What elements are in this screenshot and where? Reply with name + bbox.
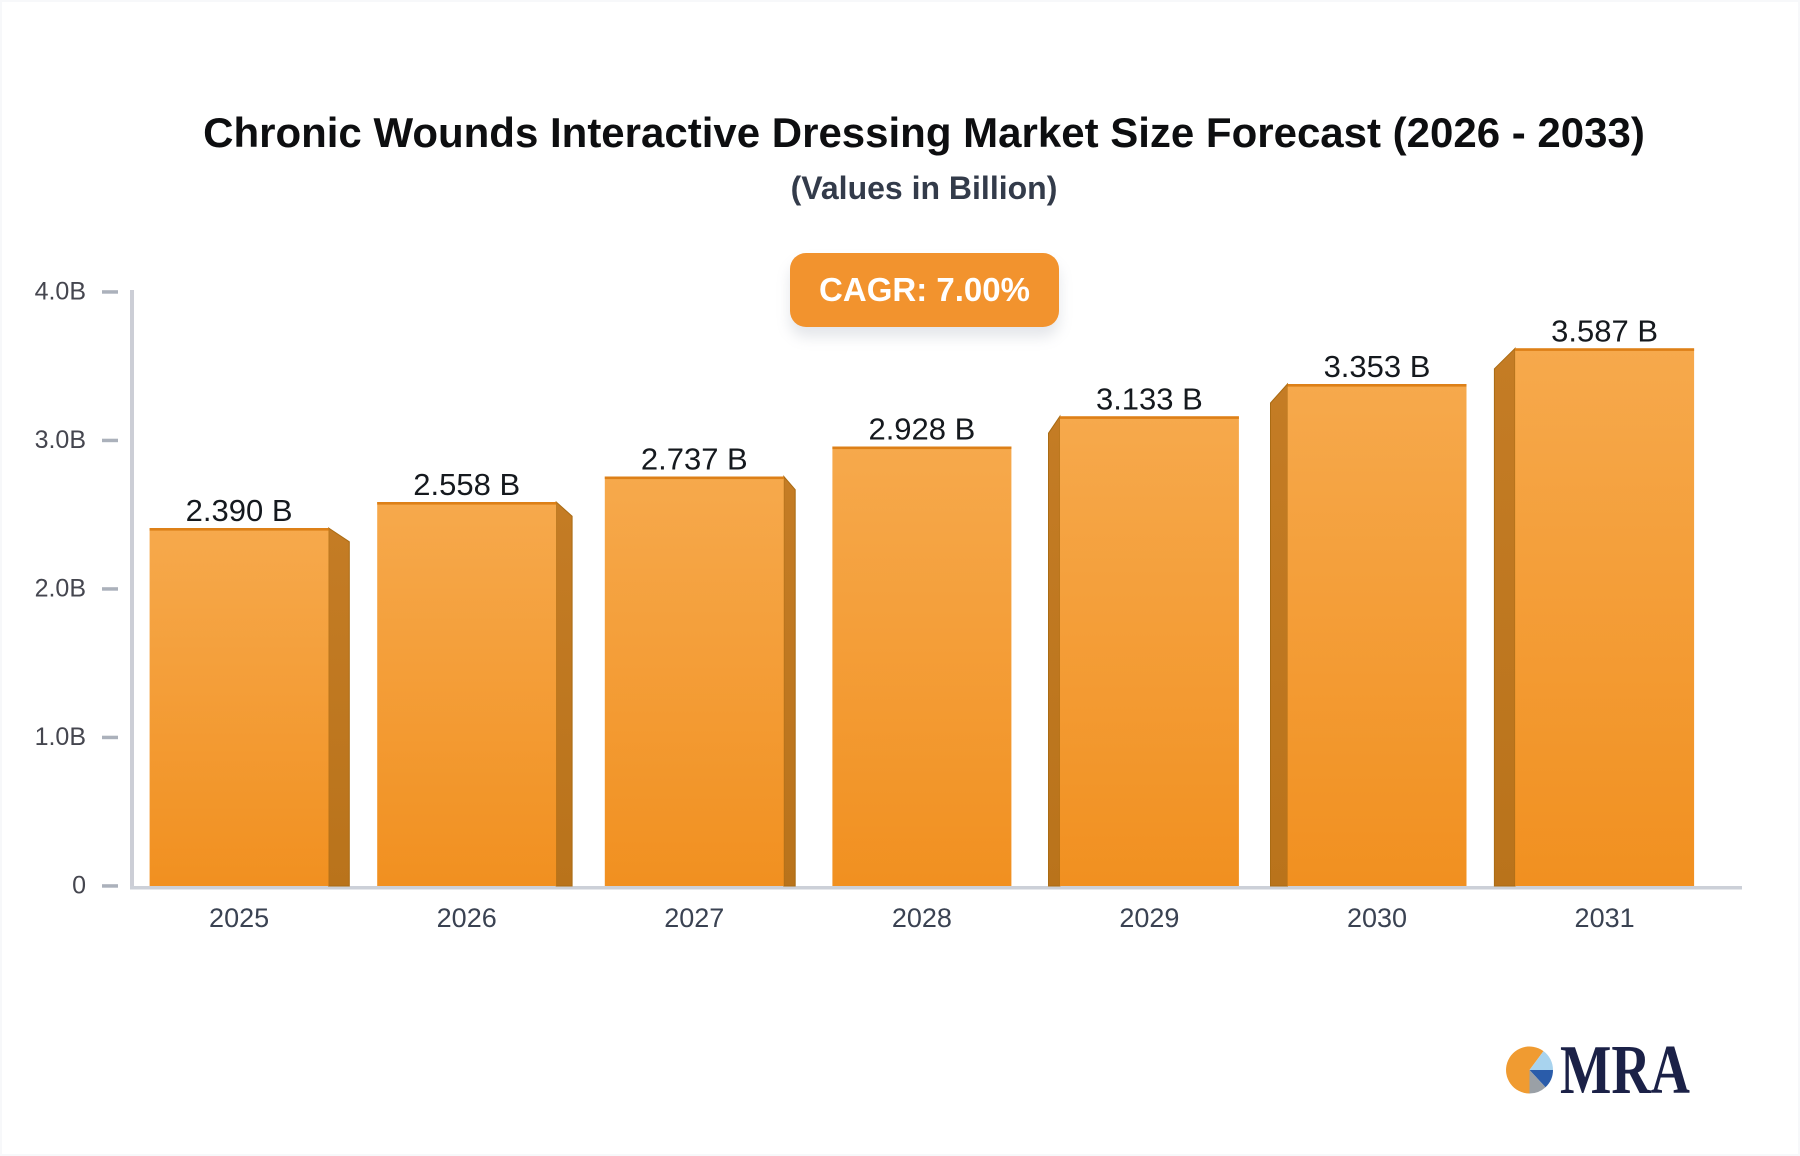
svg-text:2.558 B: 2.558 B <box>413 467 520 502</box>
svg-text:2.928 B: 2.928 B <box>868 412 975 447</box>
svg-text:2026: 2026 <box>437 903 497 933</box>
svg-text:MRA: MRA <box>1560 1032 1690 1109</box>
svg-text:0: 0 <box>72 871 86 899</box>
svg-text:2025: 2025 <box>209 903 269 933</box>
svg-text:2.0B: 2.0B <box>35 574 86 602</box>
svg-text:2.737 B: 2.737 B <box>641 442 748 477</box>
svg-text:3.587 B: 3.587 B <box>1551 313 1658 348</box>
svg-text:3.0B: 3.0B <box>35 426 86 454</box>
svg-text:1.0B: 1.0B <box>35 723 86 751</box>
svg-text:3.133 B: 3.133 B <box>1096 381 1203 416</box>
svg-text:2027: 2027 <box>664 903 724 933</box>
svg-text:2031: 2031 <box>1575 903 1635 933</box>
svg-text:2029: 2029 <box>1119 903 1179 933</box>
svg-text:2030: 2030 <box>1347 903 1407 933</box>
svg-text:2.390 B: 2.390 B <box>186 493 293 528</box>
svg-text:2028: 2028 <box>892 903 952 933</box>
svg-text:3.353 B: 3.353 B <box>1324 349 1431 384</box>
svg-text:4.0B: 4.0B <box>35 277 86 305</box>
